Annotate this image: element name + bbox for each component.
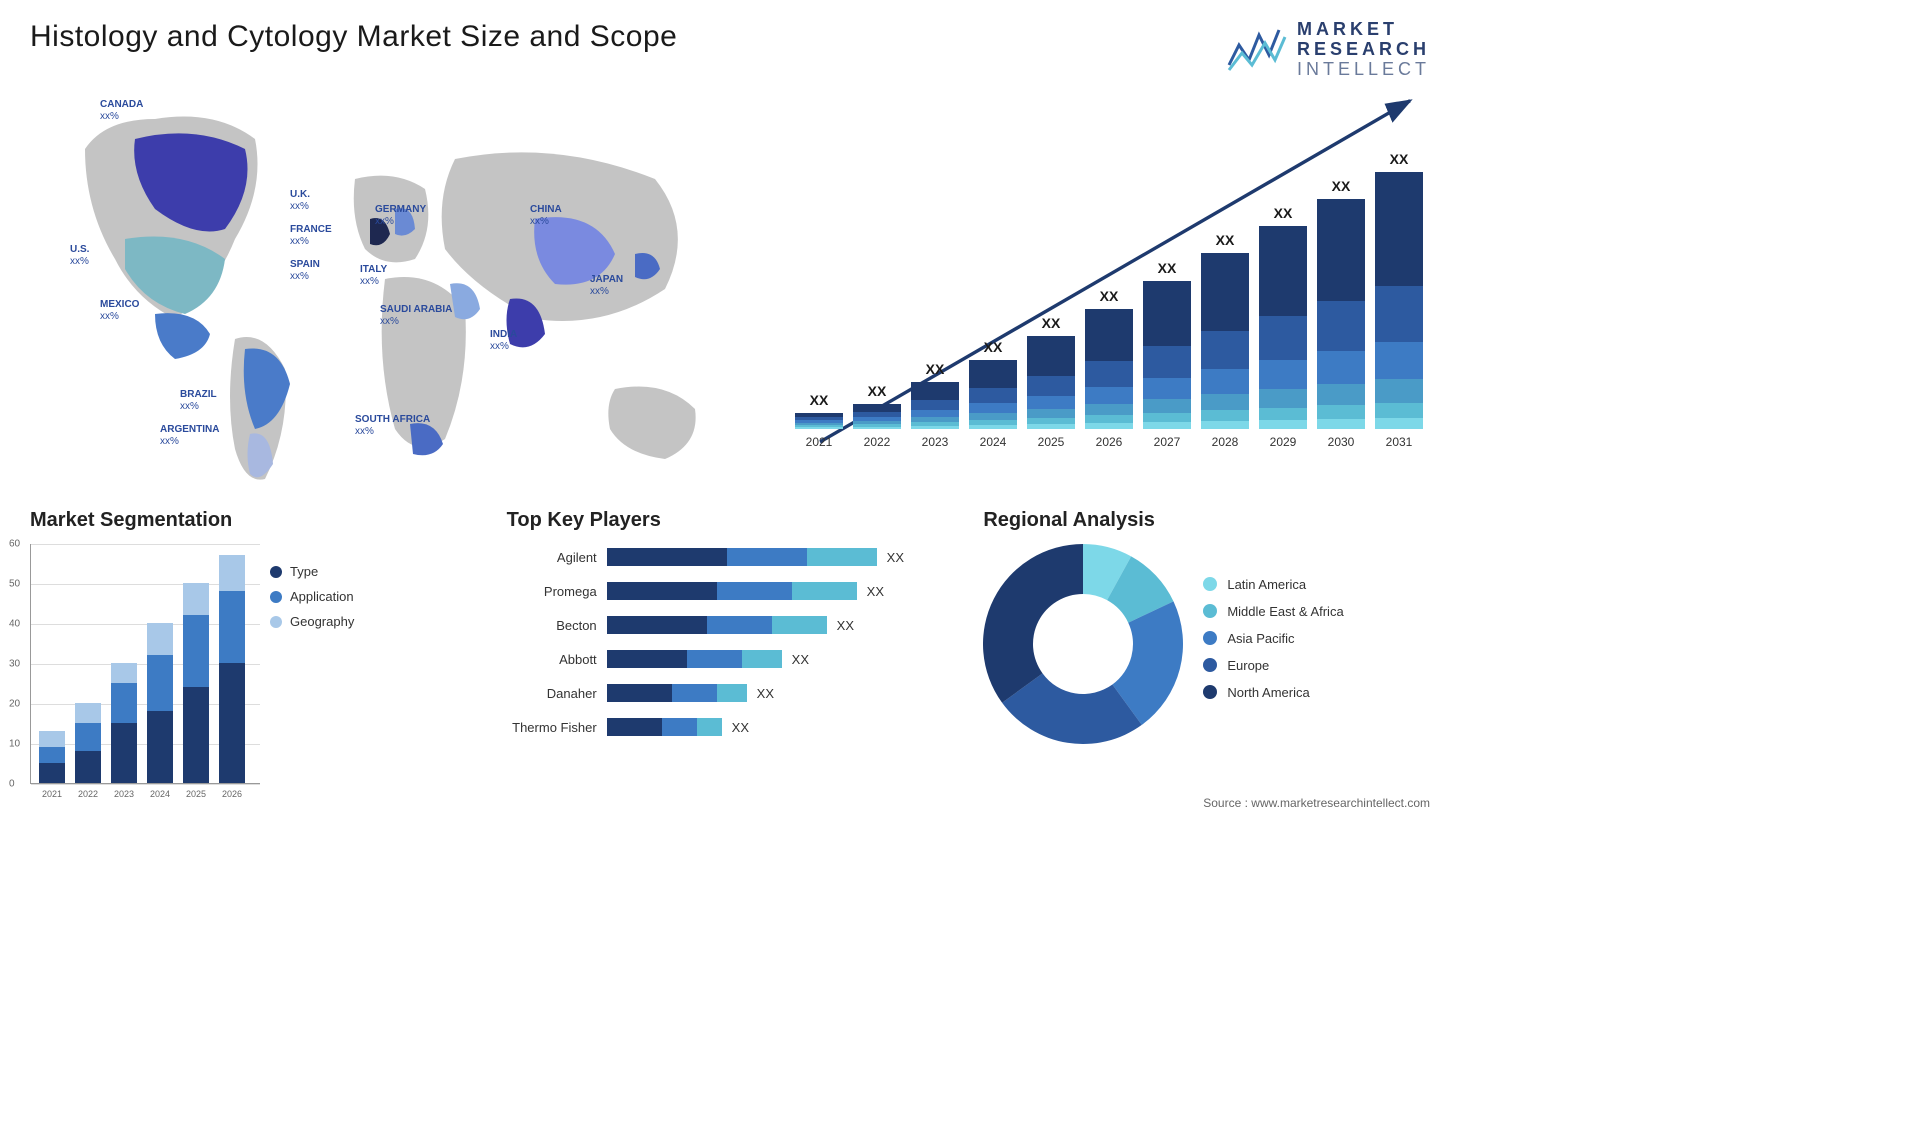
seg-legend-geography: Geography: [270, 614, 354, 629]
player-row-promega: PromegaXX: [507, 578, 954, 604]
seg-ytick-20: 20: [9, 699, 20, 710]
seg-year-2026: 2026: [217, 789, 247, 799]
reg-legend-latinamerica: Latin America: [1203, 577, 1343, 592]
growth-value-2030: XX: [1317, 178, 1365, 194]
map-label-mexico: MEXICOxx%: [100, 299, 139, 323]
logo-line2: RESEARCH: [1297, 40, 1430, 60]
growth-bar-2030: [1317, 199, 1365, 429]
growth-value-2025: XX: [1027, 315, 1075, 331]
growth-bar-2027: [1143, 281, 1191, 429]
seg-legend-application: Application: [270, 589, 354, 604]
growth-year-2021: 2021: [795, 435, 843, 449]
seg-ytick-30: 30: [9, 659, 20, 670]
growth-bar-2029: [1259, 226, 1307, 429]
growth-bar-2028: [1201, 253, 1249, 429]
seg-year-2025: 2025: [181, 789, 211, 799]
growth-value-2029: XX: [1259, 205, 1307, 221]
growth-bar-2025: [1027, 336, 1075, 429]
segmentation-title: Market Segmentation: [30, 509, 477, 532]
seg-ytick-10: 10: [9, 739, 20, 750]
seg-year-2024: 2024: [145, 789, 175, 799]
world-map: CANADAxx% U.S.xx% MEXICOxx% BRAZILxx% ARGENT…: [30, 89, 760, 489]
growth-year-2027: 2027: [1143, 435, 1191, 449]
growth-bar-2021: [795, 413, 843, 429]
seg-bar-2025: [183, 583, 209, 783]
map-label-india: INDIAxx%: [490, 329, 517, 353]
regional-panel: Regional Analysis Latin America Middle Ea…: [983, 509, 1430, 784]
map-label-spain: SPAINxx%: [290, 259, 320, 283]
growth-year-2028: 2028: [1201, 435, 1249, 449]
growth-value-2031: XX: [1375, 151, 1423, 167]
growth-chart: 2021 XX 2022 XX 2023 XX 2024 XX 2025 XX 2026 XX 2027…: [790, 89, 1430, 489]
map-label-france: FRANCExx%: [290, 224, 332, 248]
growth-bar-2026: [1085, 309, 1133, 429]
map-label-saudiarabia: SAUDI ARABIAxx%: [380, 304, 452, 328]
player-row-becton: BectonXX: [507, 612, 954, 638]
player-row-agilent: AgilentXX: [507, 544, 954, 570]
map-label-canada: CANADAxx%: [100, 99, 143, 123]
seg-ytick-40: 40: [9, 619, 20, 630]
growth-value-2027: XX: [1143, 260, 1191, 276]
seg-ytick-50: 50: [9, 579, 20, 590]
regional-title: Regional Analysis: [983, 509, 1430, 532]
seg-year-2022: 2022: [73, 789, 103, 799]
logo-line3: INTELLECT: [1297, 60, 1430, 80]
map-label-us: U.S.xx%: [70, 244, 89, 268]
growth-year-2024: 2024: [969, 435, 1017, 449]
map-label-uk: U.K.xx%: [290, 189, 310, 213]
growth-year-2030: 2030: [1317, 435, 1365, 449]
reg-legend-northamerica: North America: [1203, 685, 1343, 700]
donut-chart: [983, 544, 1183, 744]
map-label-germany: GERMANYxx%: [375, 204, 426, 228]
reg-legend-middleeastafrica: Middle East & Africa: [1203, 604, 1343, 619]
map-label-japan: JAPANxx%: [590, 274, 623, 298]
growth-bar-2023: [911, 382, 959, 429]
map-label-brazil: BRAZILxx%: [180, 389, 217, 413]
seg-bar-2026: [219, 555, 245, 783]
growth-bar-2024: [969, 360, 1017, 429]
map-label-southafrica: SOUTH AFRICAxx%: [355, 414, 430, 438]
growth-year-2026: 2026: [1085, 435, 1133, 449]
growth-value-2024: XX: [969, 339, 1017, 355]
seg-bar-2024: [147, 623, 173, 783]
seg-ytick-60: 60: [9, 539, 20, 550]
seg-year-2021: 2021: [37, 789, 67, 799]
growth-value-2021: XX: [795, 392, 843, 408]
reg-legend-asiapacific: Asia Pacific: [1203, 631, 1343, 646]
growth-year-2031: 2031: [1375, 435, 1423, 449]
growth-bar-2022: [853, 404, 901, 429]
growth-bar-2031: [1375, 172, 1423, 429]
player-row-thermofisher: Thermo FisherXX: [507, 714, 954, 740]
map-label-argentina: ARGENTINAxx%: [160, 424, 219, 448]
growth-value-2028: XX: [1201, 232, 1249, 248]
logo-line1: MARKET: [1297, 20, 1430, 40]
growth-value-2023: XX: [911, 361, 959, 377]
seg-bar-2021: [39, 731, 65, 783]
growth-year-2022: 2022: [853, 435, 901, 449]
map-label-china: CHINAxx%: [530, 204, 562, 228]
seg-bar-2023: [111, 663, 137, 783]
seg-ytick-0: 0: [9, 779, 15, 790]
growth-year-2029: 2029: [1259, 435, 1307, 449]
players-panel: Top Key Players AgilentXX PromegaXX Becton…: [507, 509, 954, 784]
players-title: Top Key Players: [507, 509, 954, 532]
growth-value-2022: XX: [853, 383, 901, 399]
reg-legend-europe: Europe: [1203, 658, 1343, 673]
player-row-danaher: DanaherXX: [507, 680, 954, 706]
seg-bar-2022: [75, 703, 101, 783]
map-label-italy: ITALYxx%: [360, 264, 387, 288]
growth-year-2025: 2025: [1027, 435, 1075, 449]
player-row-abbott: AbbottXX: [507, 646, 954, 672]
growth-year-2023: 2023: [911, 435, 959, 449]
seg-year-2023: 2023: [109, 789, 139, 799]
page-title: Histology and Cytology Market Size and S…: [30, 20, 677, 54]
segmentation-panel: Market Segmentation 01020304050602021202…: [30, 509, 477, 784]
source-attribution: Source : www.marketresearchintellect.com: [1203, 796, 1430, 810]
seg-legend-type: Type: [270, 564, 354, 579]
growth-value-2026: XX: [1085, 288, 1133, 304]
brand-logo: MARKET RESEARCH INTELLECT: [1227, 20, 1430, 79]
